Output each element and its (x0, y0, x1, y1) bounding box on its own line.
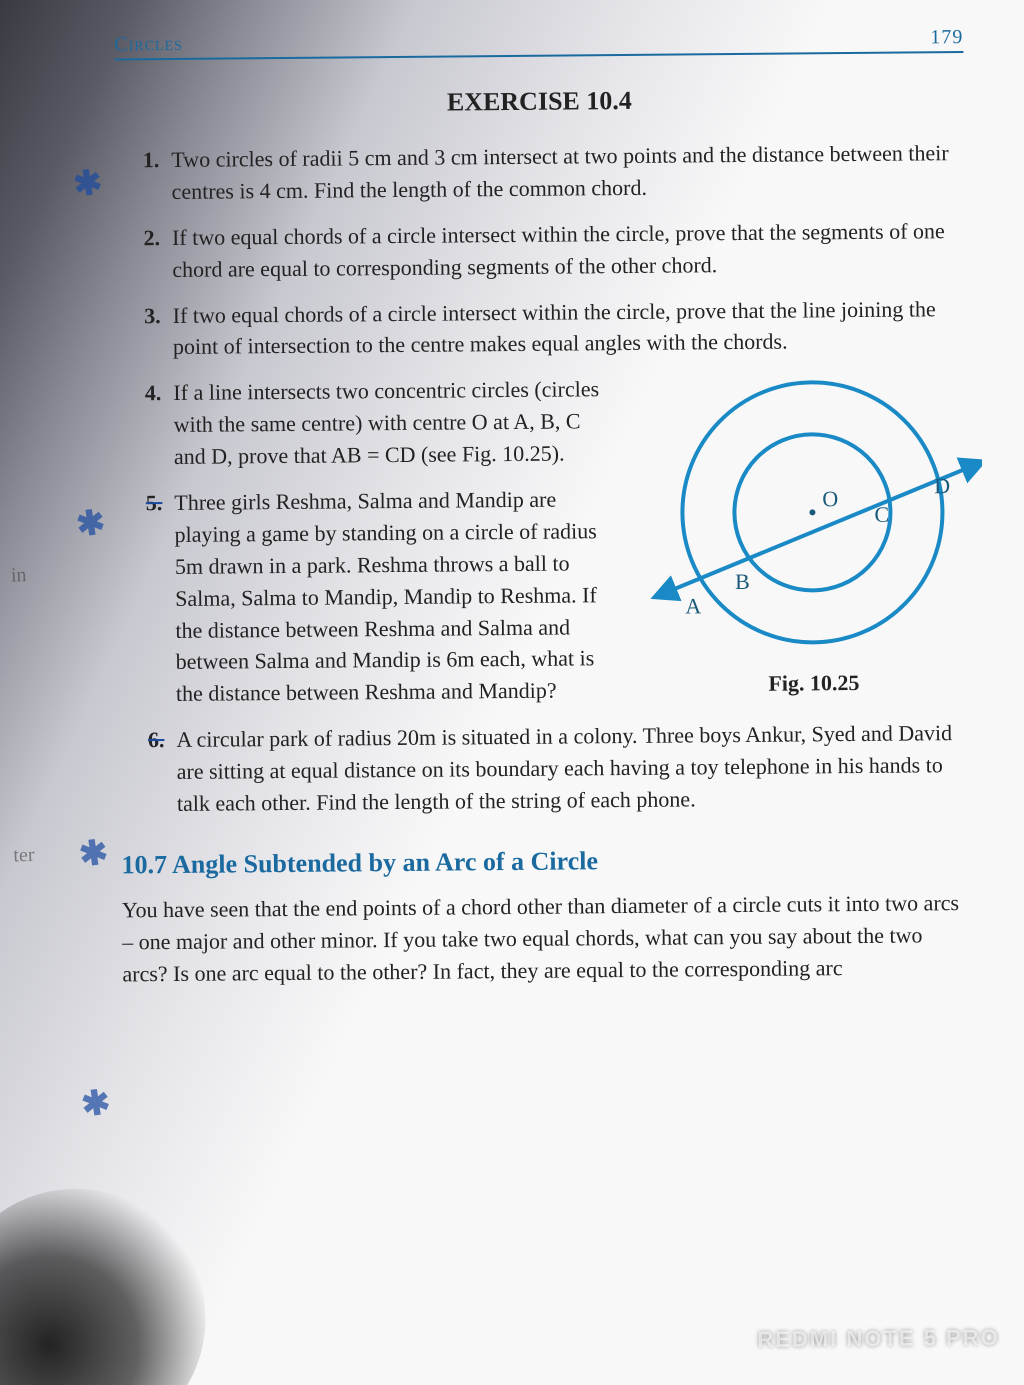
question-text: If two equal chords of a circle intersec… (173, 293, 967, 364)
question-number: 1. (115, 144, 172, 208)
page: Circles 179 EXERCISE 10.4 1. Two circles… (0, 0, 1024, 1385)
page-number: 179 (930, 26, 963, 49)
handwritten-star-icon: ✱ (74, 502, 108, 546)
question-text: Two circles of radii 5 cm and 3 cm inter… (171, 137, 965, 208)
question-item: 6. A circular park of radius 20m is situ… (120, 717, 970, 820)
label-C: C (874, 502, 889, 527)
label-D: D (934, 473, 950, 498)
question-item: 2. If two equal chords of a circle inter… (116, 215, 966, 286)
question-number: 5. (118, 487, 176, 711)
question-text: If two equal chords of a circle intersec… (172, 215, 966, 286)
figure-10-25: O A B C D Fig. 10.25 (641, 361, 984, 698)
question-text: A circular park of radius 20m is situate… (176, 717, 970, 820)
center-label: O (822, 486, 838, 511)
section-paragraph: You have seen that the end points of a c… (122, 887, 972, 990)
chapter-name: Circles (114, 33, 183, 57)
question-item: 3. If two equal chords of a circle inter… (117, 293, 967, 364)
label-A: A (685, 593, 701, 618)
question-number: 2. (116, 222, 173, 286)
question-number: 3. (117, 300, 174, 364)
concentric-circles-diagram: O A B C D (641, 361, 984, 664)
adjacent-page-fragment: in (11, 564, 27, 587)
label-B: B (735, 569, 750, 594)
handwritten-star-icon: ✱ (79, 1082, 113, 1126)
running-header: Circles 179 (114, 26, 963, 60)
question-number: 4. (117, 377, 174, 473)
adjacent-page-fragment: ter (13, 844, 35, 868)
handwritten-star-icon: ✱ (77, 832, 111, 876)
question-number: 6. (120, 724, 177, 820)
exercise-title: EXERCISE 10.4 (115, 83, 964, 120)
figure-caption: Fig. 10.25 (644, 669, 984, 698)
handwritten-star-icon: ✱ (71, 162, 105, 206)
device-watermark: REDMI NOTE 5 PRO (757, 1325, 999, 1353)
question-item: 1. Two circles of radii 5 cm and 3 cm in… (115, 137, 965, 208)
center-dot (809, 509, 815, 515)
section-heading: 10.7 Angle Subtended by an Arc of a Circ… (121, 843, 970, 880)
secant-line (657, 463, 981, 596)
